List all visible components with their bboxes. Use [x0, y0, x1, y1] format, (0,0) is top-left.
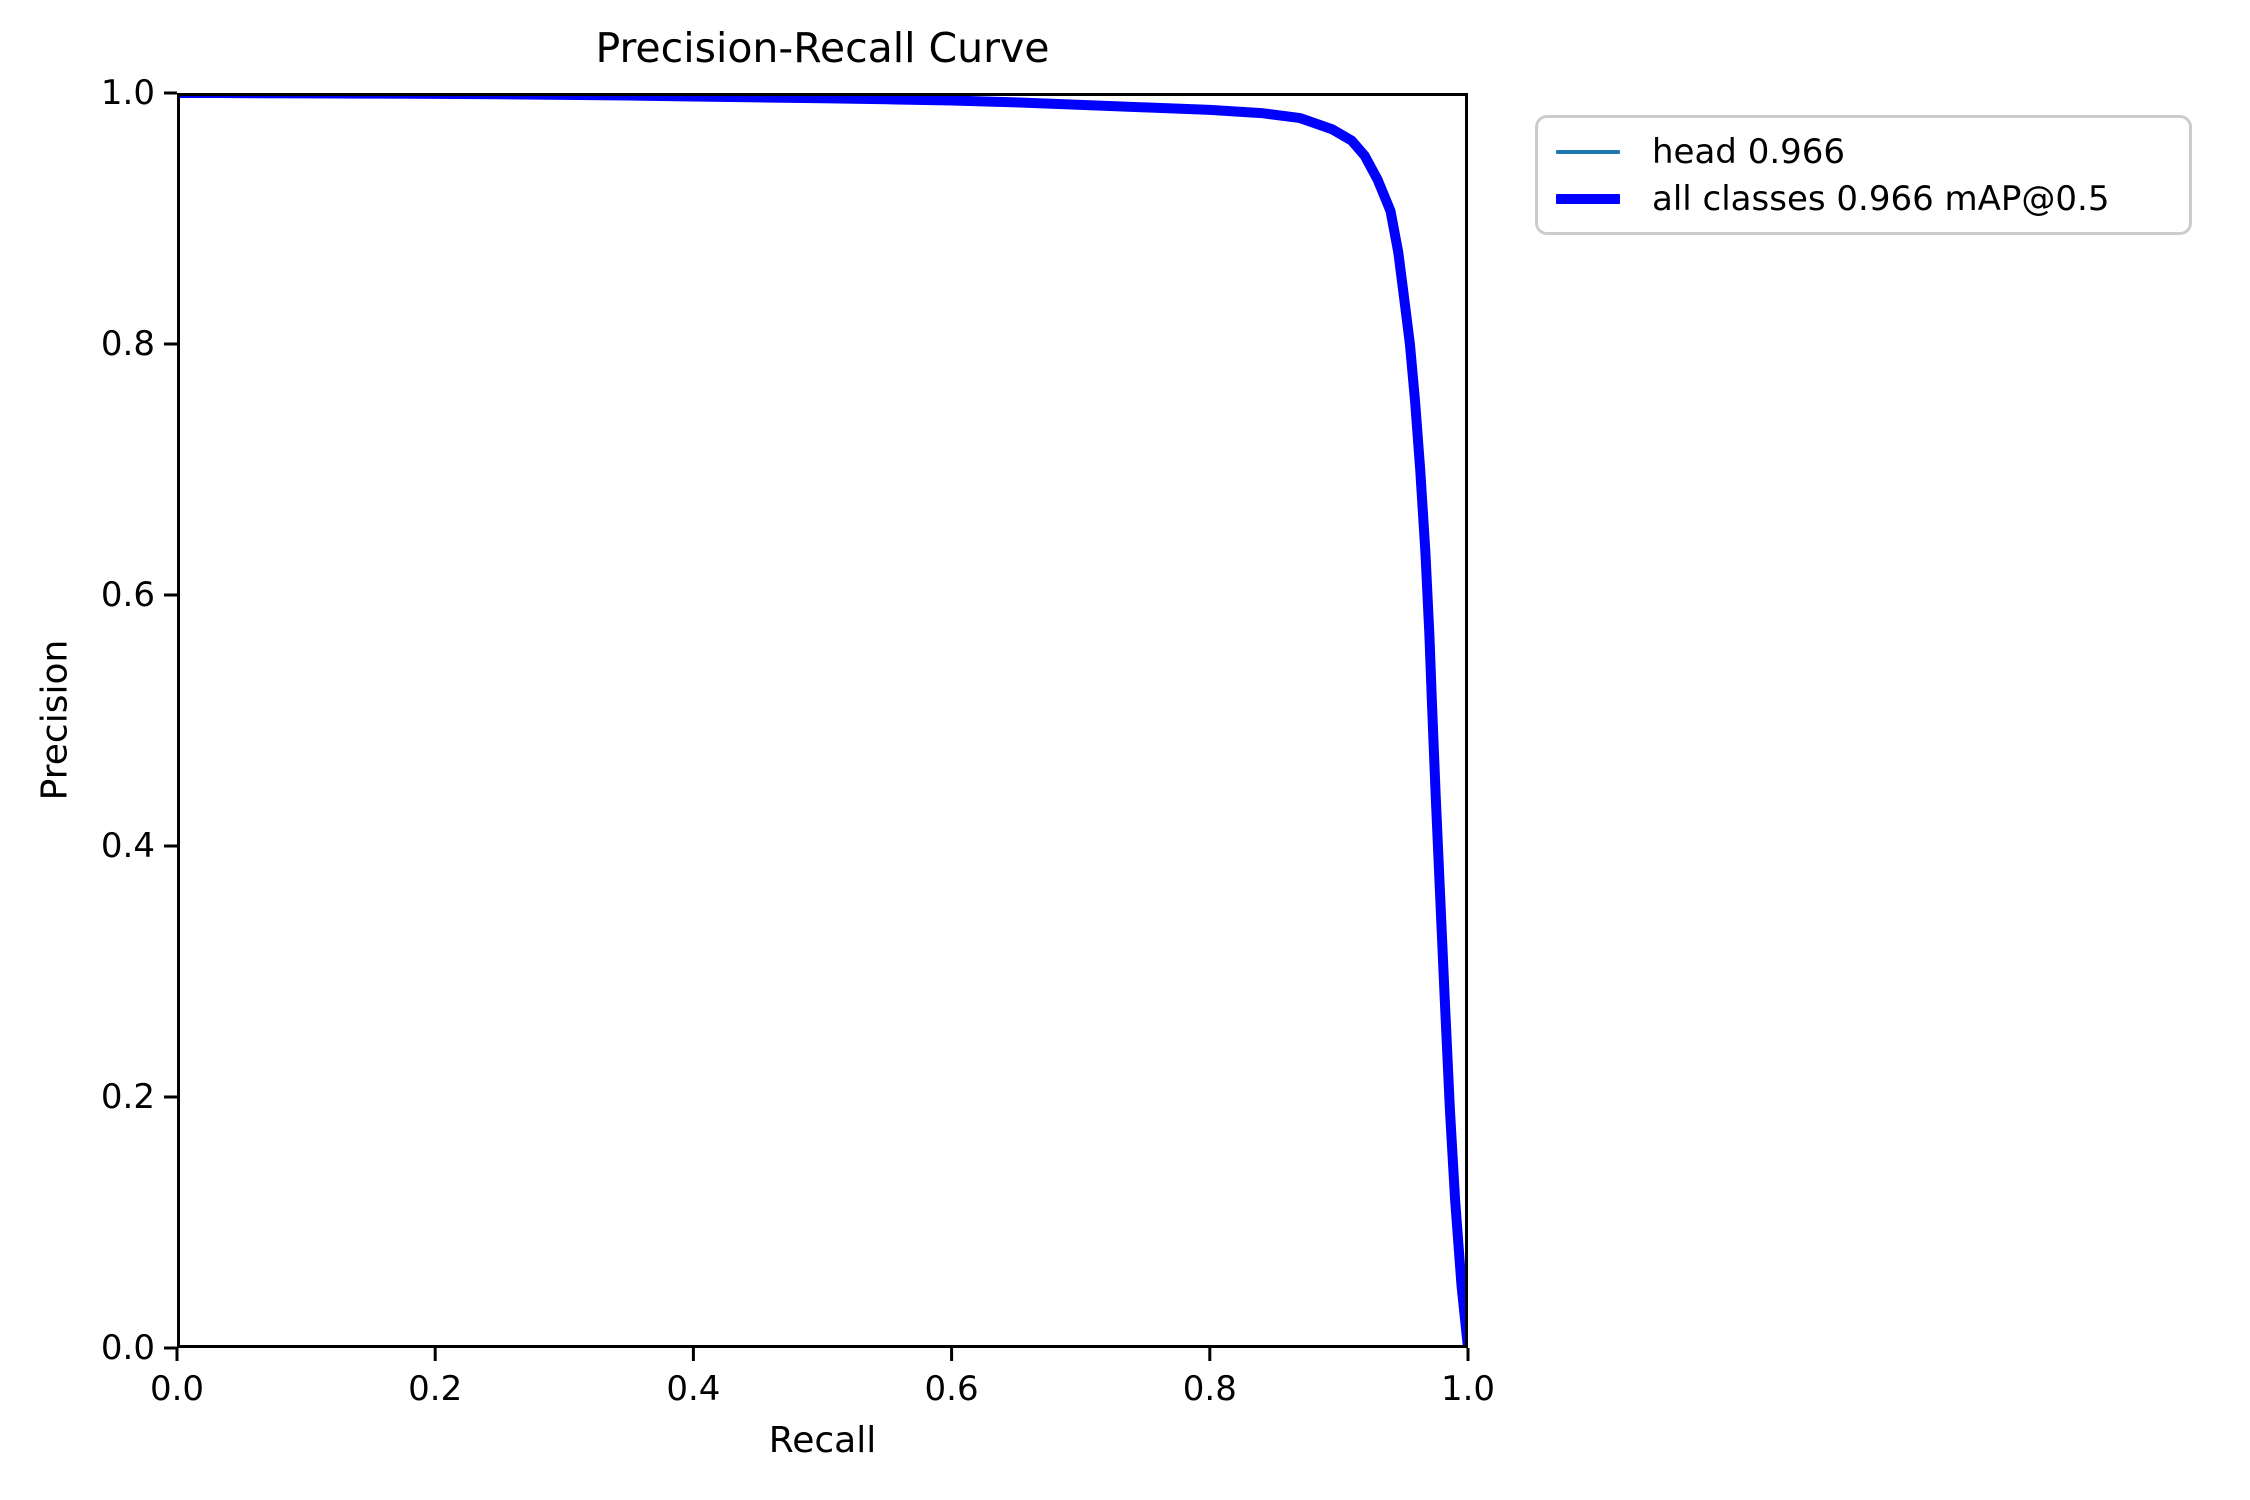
- legend-label: all classes 0.966 mAP@0.5: [1652, 178, 2110, 219]
- y-tick-label: 0.8: [100, 324, 155, 364]
- pr-curve-all-classes: [177, 93, 1468, 1348]
- axis-tick-marks: [164, 91, 1470, 1361]
- legend-line-swatch-all-classes: [1556, 193, 1620, 204]
- pr-curve-plot: [164, 91, 1470, 1361]
- y-tick-label: 0.2: [100, 1077, 155, 1117]
- x-tick-label: 0.2: [408, 1369, 463, 1409]
- pr-curve-head: [177, 93, 1468, 1348]
- legend-item-all-classes: all classes 0.966 mAP@0.5: [1556, 179, 2171, 219]
- y-tick-label: 1.0: [100, 73, 155, 113]
- x-axis-label: Recall: [768, 1420, 877, 1461]
- x-tick-label: 0.0: [149, 1369, 205, 1409]
- x-tick-label: 0.4: [666, 1369, 721, 1409]
- y-axis-label: Precision: [34, 639, 76, 801]
- pr-curves: [177, 93, 1468, 1348]
- legend-item-head: head 0.966: [1556, 132, 2171, 172]
- y-tick-label: 0.0: [100, 1328, 155, 1368]
- legend-line-swatch-head: [1556, 149, 1620, 154]
- x-tick-label: 0.8: [1182, 1369, 1237, 1409]
- legend: head 0.966 all classes 0.966 mAP@0.5: [1535, 115, 2192, 235]
- legend-label: head 0.966: [1652, 131, 1846, 172]
- y-tick-label: 0.6: [100, 575, 155, 615]
- y-tick-label: 0.4: [100, 826, 155, 866]
- chart-title: Precision-Recall Curve: [595, 24, 1050, 72]
- x-tick-label: 0.6: [924, 1369, 979, 1409]
- x-tick-label: 1.0: [1440, 1369, 1496, 1409]
- axes-spines: [177, 93, 1468, 1348]
